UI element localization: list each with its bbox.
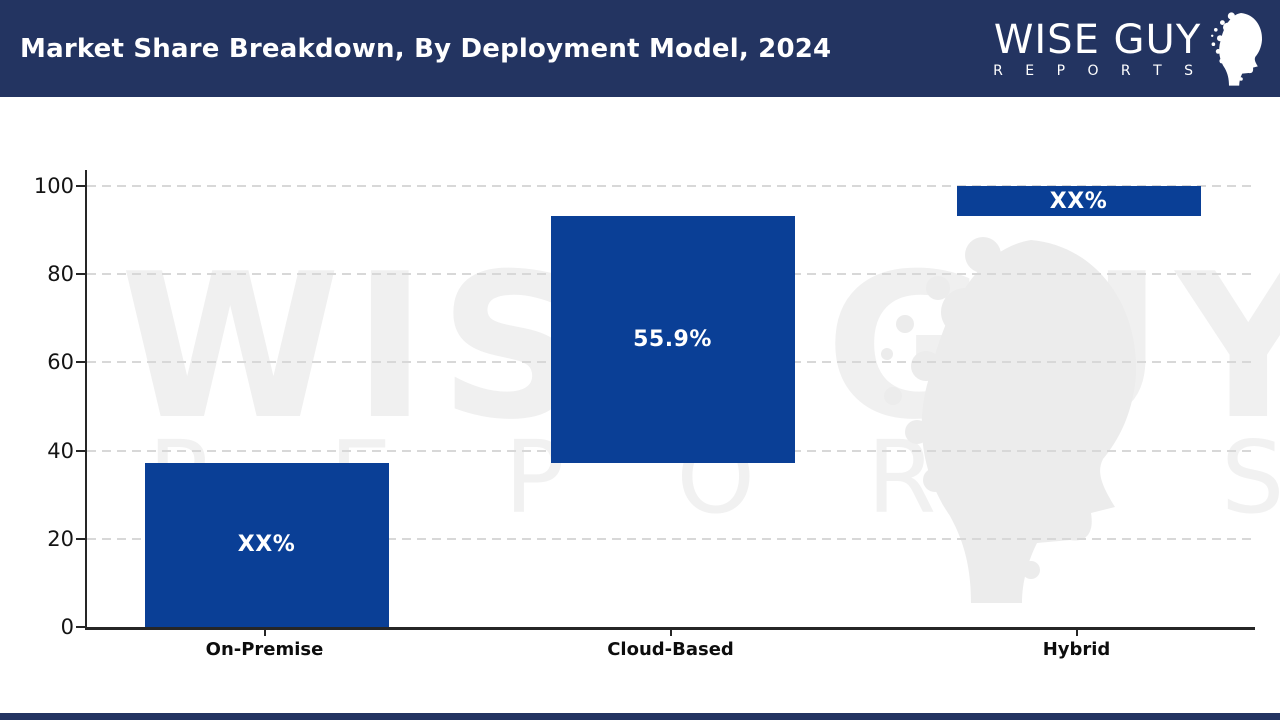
y-axis-tick: [76, 449, 85, 452]
y-axis-tick: [76, 626, 85, 628]
y-axis-tick: [76, 185, 85, 187]
x-axis-tick: [263, 629, 266, 636]
footer-bar: [0, 713, 1280, 720]
page-title: Market Share Breakdown, By Deployment Mo…: [20, 33, 832, 64]
y-axis-tick: [76, 361, 85, 364]
y-axis-tick-label: 80: [47, 262, 74, 287]
gridline-20: [87, 537, 1255, 540]
header-bar: Market Share Breakdown, By Deployment Mo…: [0, 0, 1280, 97]
x-axis-category-label: Cloud-Based: [607, 639, 734, 660]
bar-value-label: XX%: [1049, 188, 1108, 214]
gridline-100: [87, 185, 1255, 187]
wise-guy-reports-logo: WISE GUY R E P O R T S: [993, 7, 1266, 91]
dotted-head-profile-icon: [1204, 7, 1266, 91]
logo-wordmark: WISE GUY: [993, 16, 1202, 63]
logo-text: WISE GUY R E P O R T S: [993, 20, 1202, 78]
bar-hybrid: XX%: [956, 186, 1201, 217]
y-axis-tick-label: 40: [47, 438, 74, 463]
y-axis-tick: [76, 537, 85, 540]
bar-value-label: XX%: [237, 532, 296, 558]
bar-value-label: 55.9%: [633, 327, 712, 353]
x-axis-category-label: Hybrid: [1042, 639, 1111, 660]
x-axis-category-label: On-Premise: [205, 639, 324, 660]
y-axis-tick-label: 20: [47, 526, 74, 551]
chart-plot-area: XX% 55.9% XX%: [85, 170, 1255, 630]
y-axis-tick-label: 60: [47, 350, 74, 375]
x-axis-tick: [669, 629, 672, 636]
y-axis-tick: [76, 273, 85, 276]
y-axis-tick-label: 0: [60, 615, 74, 639]
logo-subtitle: R E P O R T S: [993, 62, 1202, 79]
y-axis-tick-label: 100: [33, 174, 74, 198]
bar-on-premise: XX%: [144, 462, 389, 627]
x-axis-tick: [1075, 629, 1078, 636]
bar-cloud-based: 55.9%: [550, 216, 795, 463]
